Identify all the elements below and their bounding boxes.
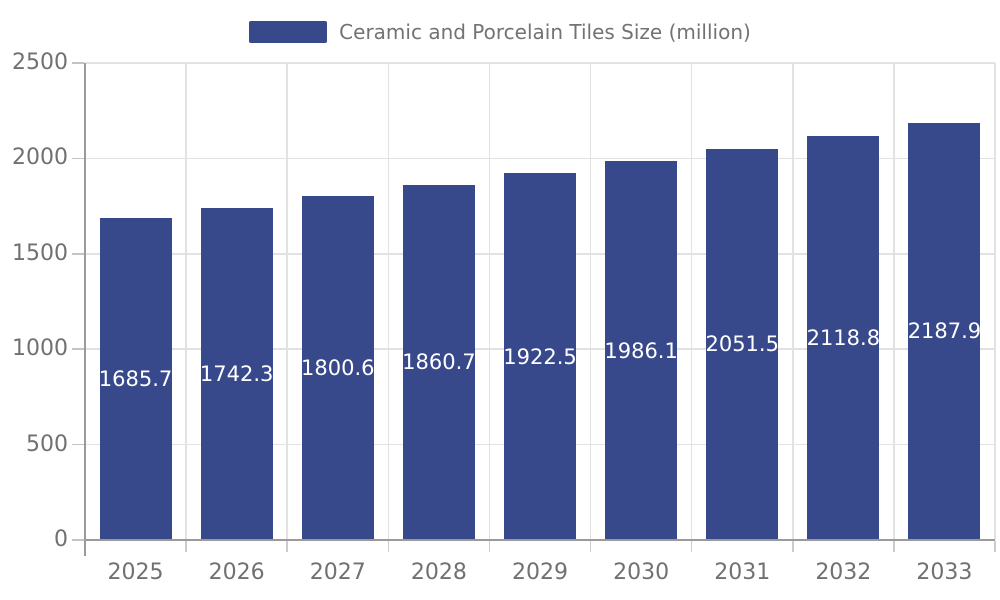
- bar-2032[interactable]: [807, 135, 880, 540]
- x-axis-tick: [893, 541, 895, 552]
- x-axis-tick: [994, 541, 996, 552]
- y-axis-tick: [72, 62, 84, 64]
- gridline-vertical: [589, 63, 592, 540]
- x-axis-tick-label: 2032: [815, 560, 872, 585]
- y-axis-tick: [72, 539, 84, 541]
- bar-2033[interactable]: [908, 122, 981, 540]
- bar-2031[interactable]: [706, 148, 779, 540]
- gridline-vertical: [185, 63, 187, 540]
- y-axis-tick-label: 1500: [12, 240, 68, 266]
- y-axis-tick: [72, 348, 84, 350]
- y-axis-tick-label: 2500: [12, 50, 68, 75]
- legend-swatch: [249, 21, 328, 43]
- bar-2025[interactable]: [99, 218, 172, 540]
- x-axis-tick-label: 2031: [714, 560, 771, 585]
- y-axis-tick-label: 500: [26, 431, 68, 457]
- x-axis-tick-label: 2028: [410, 560, 467, 585]
- gridline-horizontal: [85, 62, 995, 64]
- x-axis-tick: [488, 541, 491, 552]
- y-axis-tick-label: 0: [54, 527, 68, 552]
- y-axis-tick: [72, 157, 84, 160]
- x-axis-tick: [589, 541, 592, 552]
- bar-2027[interactable]: [301, 196, 374, 540]
- y-axis-line: [84, 63, 86, 556]
- x-axis-tick: [690, 541, 693, 552]
- gridline-vertical: [792, 63, 794, 540]
- x-axis-tick: [387, 541, 390, 552]
- gridline-vertical: [488, 63, 491, 540]
- y-axis-tick: [72, 253, 84, 255]
- bar-2028[interactable]: [402, 184, 475, 540]
- x-axis-line: [85, 539, 995, 541]
- x-axis-tick: [286, 541, 288, 552]
- gridline-vertical: [286, 63, 288, 540]
- bar-2030[interactable]: [605, 161, 678, 540]
- bar-2026[interactable]: [200, 207, 273, 540]
- x-axis-tick: [185, 541, 187, 552]
- gridline-vertical: [994, 63, 996, 540]
- gridline-vertical: [387, 63, 390, 540]
- x-axis-tick-label: 2029: [511, 560, 568, 585]
- x-axis-tick-label: 2026: [208, 560, 265, 585]
- x-axis-tick-label: 2030: [613, 560, 670, 585]
- legend-item[interactable]: Ceramic and Porcelain Tiles Size (millio…: [0, 14, 1000, 50]
- bar-2029[interactable]: [504, 173, 576, 540]
- x-axis-tick-label: 2033: [916, 560, 973, 585]
- gridline-vertical: [893, 63, 895, 540]
- y-axis-tick-label: 1000: [12, 336, 68, 362]
- gridline-horizontal: [85, 157, 995, 160]
- x-axis-tick-label: 2025: [107, 560, 164, 585]
- legend-label: Ceramic and Porcelain Tiles Size (millio…: [339, 20, 751, 44]
- x-axis-tick-label: 2027: [309, 560, 366, 585]
- gridline-vertical: [690, 63, 693, 540]
- y-axis-tick-label: 2000: [12, 145, 68, 171]
- x-axis-tick: [792, 541, 794, 552]
- y-axis-tick: [72, 443, 84, 446]
